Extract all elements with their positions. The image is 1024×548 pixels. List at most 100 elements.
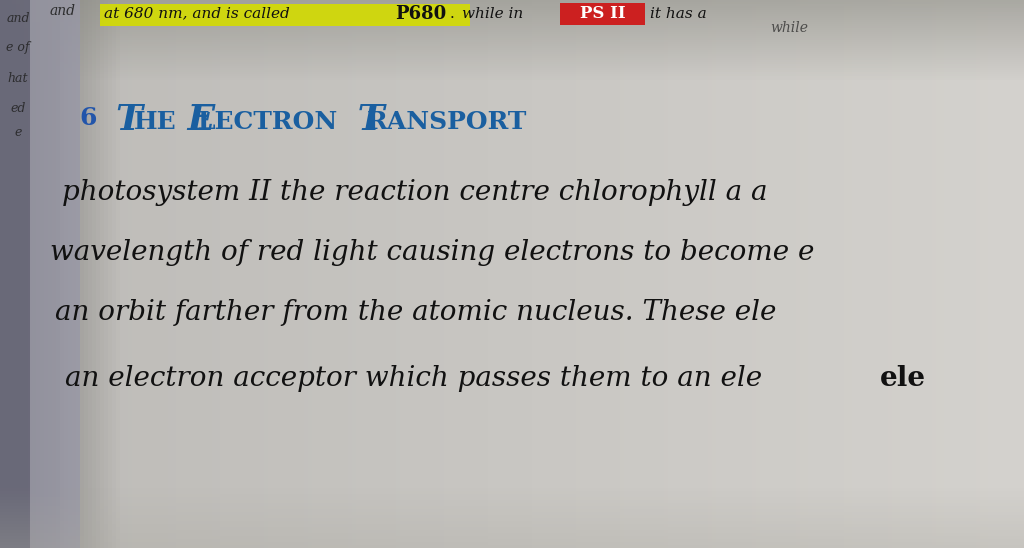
Bar bbox=[612, 0, 616, 548]
Bar bbox=[244, 0, 248, 548]
Bar bbox=[568, 0, 572, 548]
Bar bbox=[484, 0, 488, 548]
Bar bbox=[976, 0, 980, 548]
Bar bbox=[0, 506, 1024, 509]
Bar bbox=[796, 0, 800, 548]
Bar bbox=[112, 0, 116, 548]
Bar bbox=[36, 0, 40, 548]
Bar bbox=[140, 0, 144, 548]
Bar bbox=[312, 0, 316, 548]
Bar bbox=[768, 0, 772, 548]
Bar bbox=[100, 0, 104, 548]
Bar bbox=[620, 0, 624, 548]
Bar bbox=[0, 6, 1024, 8]
Bar bbox=[996, 0, 1000, 548]
Bar bbox=[760, 0, 764, 548]
Bar bbox=[180, 0, 184, 548]
Bar bbox=[636, 0, 640, 548]
Bar bbox=[844, 0, 848, 548]
Bar bbox=[728, 0, 732, 548]
Bar bbox=[440, 0, 444, 548]
Bar bbox=[52, 0, 56, 548]
Bar bbox=[468, 0, 472, 548]
Bar bbox=[0, 72, 1024, 74]
Bar bbox=[156, 0, 160, 548]
Bar bbox=[684, 0, 688, 548]
Bar bbox=[0, 56, 1024, 58]
Bar bbox=[0, 64, 1024, 66]
Bar bbox=[900, 0, 904, 548]
Bar bbox=[428, 0, 432, 548]
Bar bbox=[732, 0, 736, 548]
Bar bbox=[96, 0, 100, 548]
Text: wavelength of red light causing electrons to become e: wavelength of red light causing electron… bbox=[50, 239, 814, 266]
Bar bbox=[624, 0, 628, 548]
Bar bbox=[44, 0, 48, 548]
Bar bbox=[0, 48, 1024, 50]
Bar bbox=[500, 0, 504, 548]
Bar bbox=[0, 0, 1024, 2]
Bar bbox=[836, 0, 840, 548]
Bar bbox=[804, 0, 808, 548]
Bar bbox=[488, 0, 492, 548]
Bar bbox=[868, 0, 872, 548]
Text: .: . bbox=[450, 7, 455, 21]
Bar bbox=[0, 62, 1024, 64]
Bar bbox=[628, 0, 632, 548]
Bar bbox=[632, 0, 636, 548]
Text: photosystem II the reaction centre chlorophyll a a: photosystem II the reaction centre chlor… bbox=[62, 180, 768, 207]
Bar bbox=[888, 0, 892, 548]
Bar bbox=[40, 0, 44, 548]
Bar bbox=[104, 0, 108, 548]
Bar bbox=[60, 0, 63, 548]
Bar bbox=[812, 0, 816, 548]
Text: LECTRON: LECTRON bbox=[198, 110, 338, 134]
Bar bbox=[596, 0, 600, 548]
Bar bbox=[68, 0, 72, 548]
Bar bbox=[0, 12, 1024, 14]
Bar bbox=[144, 0, 148, 548]
Bar bbox=[348, 0, 352, 548]
Text: T: T bbox=[115, 103, 142, 137]
Bar bbox=[668, 0, 672, 548]
Bar bbox=[220, 0, 224, 548]
Bar bbox=[652, 0, 656, 548]
Bar bbox=[76, 0, 80, 548]
Bar bbox=[1008, 0, 1012, 548]
Bar bbox=[344, 0, 348, 548]
Bar bbox=[408, 0, 412, 548]
Bar bbox=[944, 0, 948, 548]
Bar bbox=[575, 0, 580, 548]
Bar bbox=[0, 78, 1024, 80]
Bar bbox=[208, 0, 212, 548]
Bar bbox=[0, 28, 1024, 30]
Bar bbox=[292, 0, 296, 548]
Bar bbox=[556, 0, 560, 548]
Bar bbox=[332, 0, 336, 548]
Bar bbox=[0, 68, 1024, 70]
Bar bbox=[464, 0, 468, 548]
Bar bbox=[772, 0, 776, 548]
Bar bbox=[392, 0, 396, 548]
Bar bbox=[0, 497, 1024, 500]
Bar bbox=[792, 0, 796, 548]
Bar bbox=[400, 0, 404, 548]
Bar bbox=[656, 0, 660, 548]
Bar bbox=[228, 0, 232, 548]
Bar bbox=[816, 0, 820, 548]
Bar bbox=[588, 0, 592, 548]
Text: it has a: it has a bbox=[650, 7, 707, 21]
Bar bbox=[444, 0, 449, 548]
Bar bbox=[0, 494, 1024, 497]
Bar bbox=[0, 74, 1024, 76]
Bar bbox=[708, 0, 712, 548]
Bar bbox=[880, 0, 884, 548]
Bar bbox=[480, 0, 484, 548]
Bar bbox=[232, 0, 236, 548]
Bar bbox=[124, 0, 128, 548]
Text: 6: 6 bbox=[79, 106, 96, 130]
Bar bbox=[384, 0, 388, 548]
Bar bbox=[852, 0, 856, 548]
Bar bbox=[216, 0, 220, 548]
Bar bbox=[876, 0, 880, 548]
